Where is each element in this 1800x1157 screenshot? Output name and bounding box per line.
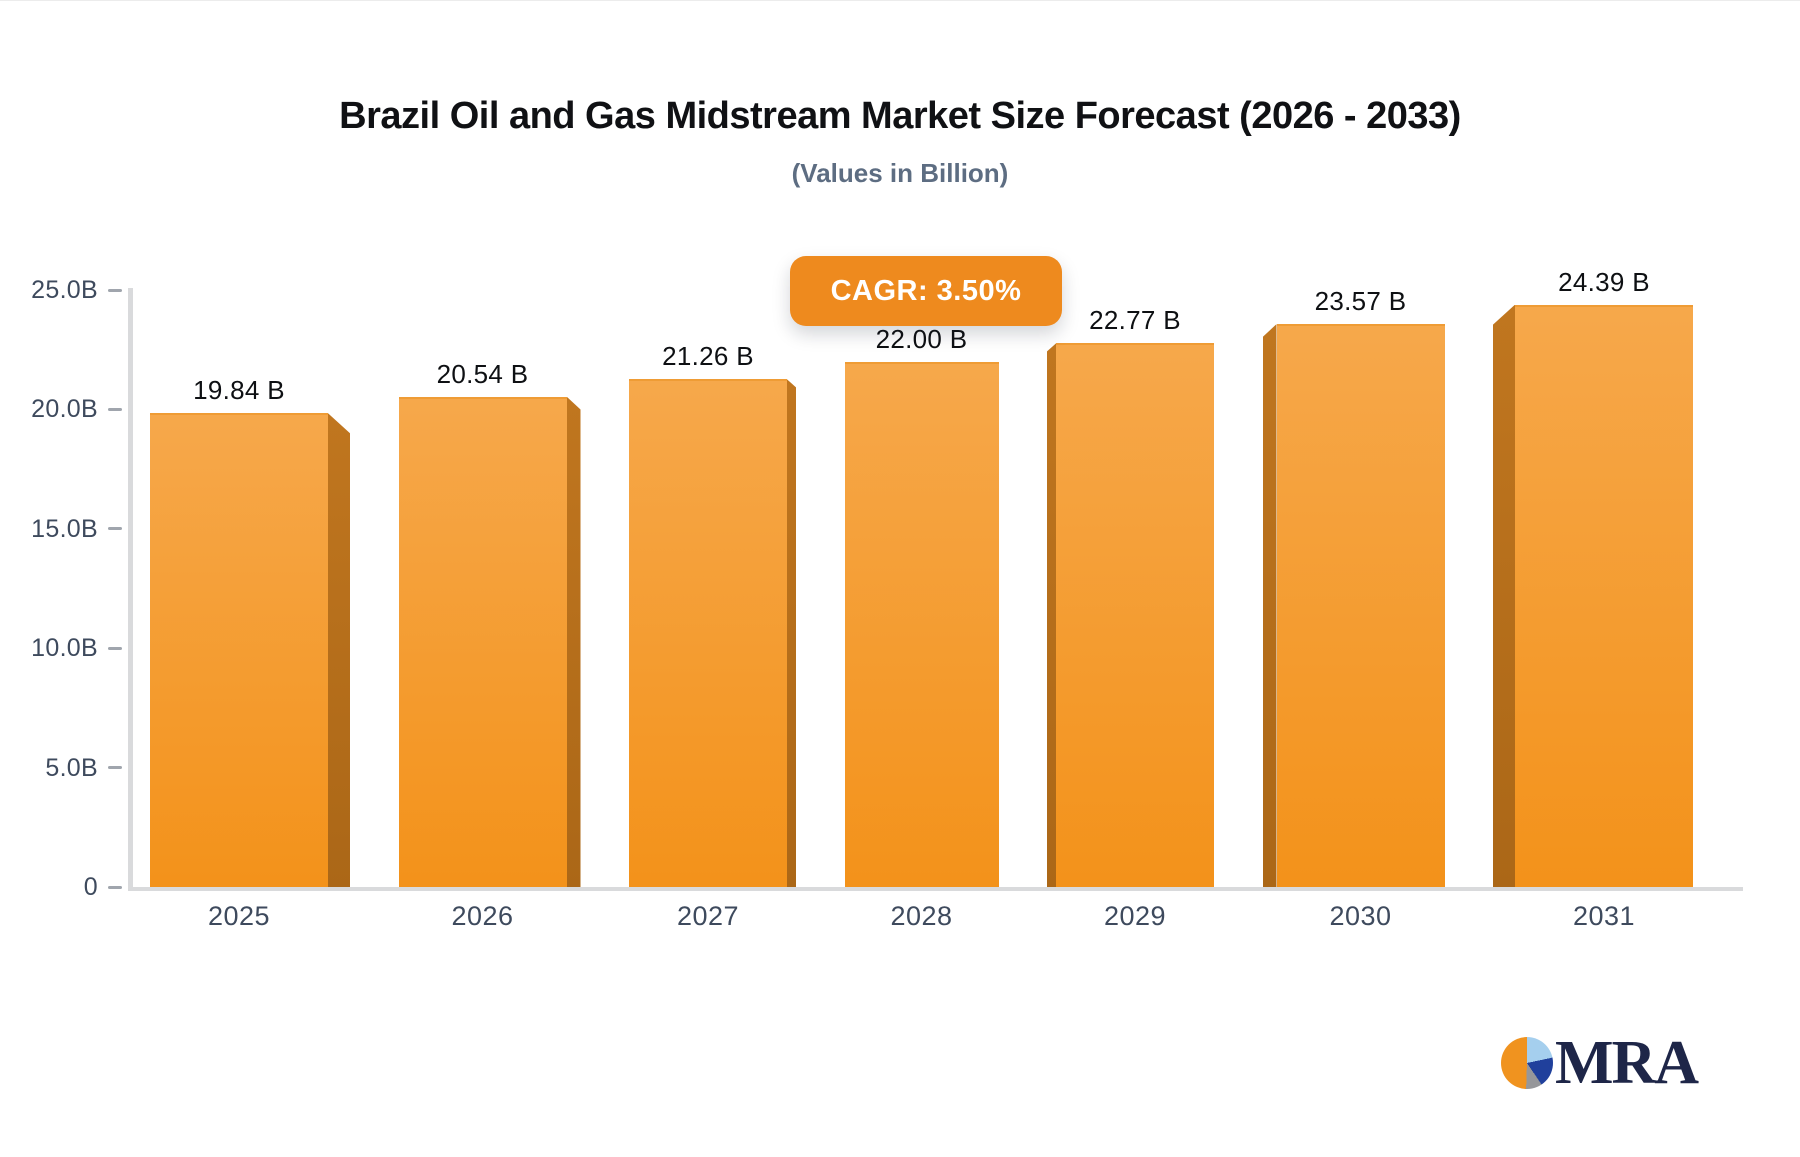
x-tick-label: 2028 — [890, 901, 953, 931]
y-axis-line — [128, 288, 133, 889]
y-tick-label: 0 — [83, 873, 98, 901]
plot-area: 0 5.0B 10.0B 15.0B 20.0B 25.0B 19.84 B 2025 20.… — [0, 267, 1800, 931]
chart-header: Brazil Oil and Gas Midstream Market Size… — [0, 95, 1800, 189]
cagr-badge: CAGR: 3.50% — [790, 256, 1062, 326]
bar-face — [398, 396, 567, 887]
bar-face — [1276, 324, 1445, 887]
x-tick-label: 2025 — [207, 901, 271, 931]
y-tick-label: 20.0B — [31, 395, 98, 424]
bar-column-2029: 22.77 B 2029 — [1047, 305, 1214, 931]
mra-logo: MRA — [1501, 1029, 1699, 1097]
y-tick-dash — [108, 646, 122, 650]
bars-container: 19.84 B 2025 20.54 B 2026 21.26 B 2027 22.00 B… — [150, 267, 1693, 931]
bar-column-2028: 22.00 B 2028 — [844, 324, 999, 931]
bar-value-label: 24.39 B — [1558, 266, 1650, 297]
y-tick-label: 10.0B — [31, 634, 98, 663]
chart-title: Brazil Oil and Gas Midstream Market Size… — [339, 95, 1461, 137]
bar-side-face — [328, 413, 350, 887]
y-tick-dash — [108, 766, 122, 770]
x-tick-label: 2031 — [1572, 901, 1636, 931]
bar-value-label: 22.77 B — [1089, 305, 1181, 336]
y-tick-label: 25.0B — [31, 276, 98, 304]
bar-side-face — [1493, 304, 1515, 887]
bar-side-face — [1262, 324, 1277, 887]
bar-face — [629, 379, 787, 887]
logo-text: MRA — [1555, 1029, 1699, 1097]
y-tick-dash — [108, 885, 122, 889]
bar-column-2030: 23.57 B 2030 — [1262, 286, 1445, 931]
bar-face — [844, 361, 999, 887]
bar-value-label: 23.57 B — [1314, 286, 1407, 317]
bar-column-2027: 21.26 B 2027 — [629, 341, 796, 931]
bar-value-label: 20.54 B — [436, 358, 529, 389]
y-tick-dash — [108, 527, 122, 531]
bar-value-label: 21.26 B — [662, 341, 754, 372]
bar-side-face — [566, 396, 581, 887]
y-tick-label: 15.0B — [31, 514, 98, 543]
y-tick-label: 5.0B — [45, 753, 98, 782]
bar-face — [150, 413, 328, 887]
bar-face — [1056, 343, 1214, 887]
bar-side-face — [787, 379, 796, 887]
bar-value-label: 22.00 B — [875, 323, 968, 354]
bar-column-2031: 24.39 B 2031 — [1493, 267, 1693, 931]
bar-column-2025: 19.84 B 2025 — [150, 375, 350, 931]
bar-value-label: 19.84 B — [193, 375, 285, 406]
x-tick-label: 2029 — [1103, 901, 1167, 931]
x-tick-label: 2026 — [451, 901, 514, 931]
x-axis-line — [128, 887, 1743, 891]
x-tick-label: 2030 — [1329, 901, 1392, 931]
pie-chart-logo-icon — [1501, 1037, 1553, 1089]
y-tick-dash — [108, 407, 122, 411]
y-tick-dash — [108, 288, 122, 292]
x-tick-label: 2027 — [676, 901, 740, 931]
bar-face — [1515, 304, 1693, 887]
bar-side-face — [1047, 343, 1056, 887]
chart-subtitle: (Values in Billion) — [791, 158, 1009, 188]
bar-column-2026: 20.54 B 2026 — [398, 359, 581, 931]
